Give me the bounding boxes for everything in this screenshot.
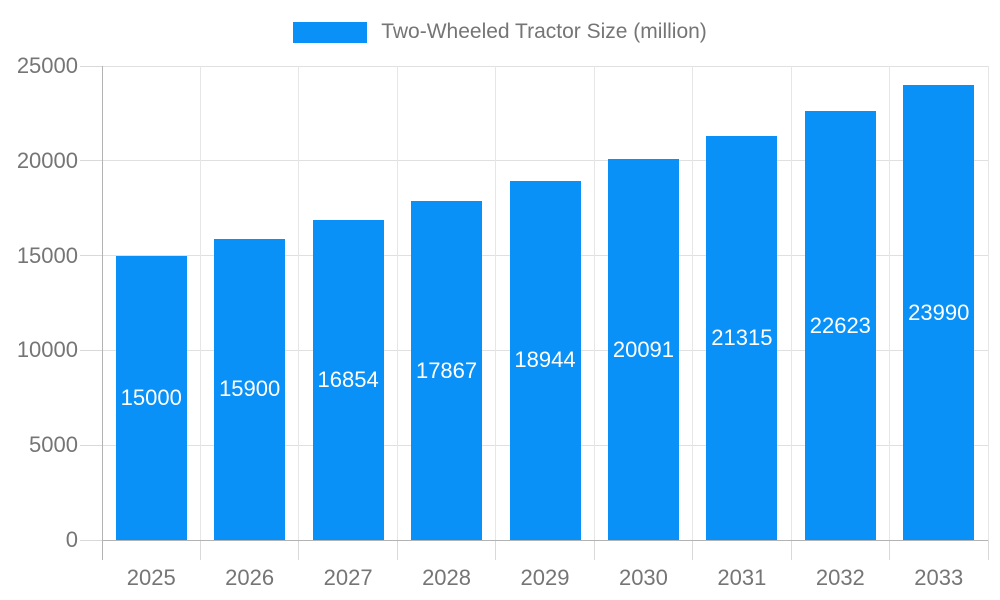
gridline-vertical (495, 66, 497, 540)
x-axis-tick-label: 2032 (815, 565, 865, 590)
x-axis-tick (692, 540, 694, 560)
bar-2027[interactable] (312, 220, 384, 540)
gridline-vertical (396, 66, 398, 540)
x-axis-tick (298, 540, 300, 560)
bar-value-label: 15000 (120, 384, 182, 410)
x-axis-tick (889, 540, 891, 560)
x-axis-tick (593, 540, 595, 560)
gridline-horizontal (102, 65, 988, 67)
x-axis-line (102, 539, 988, 541)
y-axis-tick (80, 444, 102, 446)
y-axis-tick-label: 20000 (16, 147, 78, 173)
x-axis-tick (987, 540, 989, 560)
bar-value-label: 22623 (809, 312, 871, 338)
y-axis-line (102, 66, 103, 560)
y-axis-tick (80, 160, 102, 162)
gridline-vertical (889, 66, 891, 540)
gridline-vertical (593, 66, 595, 540)
bar-2030[interactable] (607, 159, 679, 540)
bar-2031[interactable] (706, 135, 778, 540)
gridline-vertical (298, 66, 300, 540)
bar-2026[interactable] (214, 238, 286, 540)
y-axis-tick-label: 0 (65, 527, 78, 552)
y-axis-tick (80, 65, 102, 67)
y-axis-tick-label: 25000 (16, 53, 78, 78)
x-axis-tick-label: 2029 (520, 565, 570, 590)
x-axis-tick-label: 2027 (323, 565, 373, 590)
x-axis-tick-label: 2028 (422, 565, 472, 590)
x-axis-tick-label: 2025 (126, 565, 176, 590)
bar-2032[interactable] (804, 111, 876, 540)
x-axis-tick (199, 540, 201, 560)
bar-2025[interactable] (115, 255, 187, 540)
gridline-vertical (790, 66, 792, 540)
bar-value-label: 18944 (514, 347, 576, 373)
x-axis-tick (495, 540, 497, 560)
gridline-vertical (692, 66, 694, 540)
bar-2033[interactable] (903, 85, 975, 540)
y-axis-tick (80, 539, 102, 541)
y-axis-tick-label: 15000 (16, 242, 78, 268)
legend[interactable]: Two-Wheeled Tractor Size (million) (0, 20, 1000, 44)
bar-value-label: 23990 (908, 299, 970, 325)
bar-2029[interactable] (509, 180, 581, 540)
x-axis-tick (396, 540, 398, 560)
bar-2028[interactable] (411, 201, 483, 540)
x-axis-tick-label: 2033 (914, 565, 964, 590)
legend-swatch-icon (293, 21, 368, 43)
x-axis-tick-label: 2030 (618, 565, 668, 590)
x-axis-tick-label: 2031 (717, 565, 767, 590)
y-axis-tick-label: 10000 (16, 337, 78, 363)
x-axis-tick-label: 2026 (225, 565, 275, 590)
bar-value-label: 15900 (219, 376, 281, 402)
bar-value-label: 20091 (612, 336, 675, 362)
legend-label: Two-Wheeled Tractor Size (million) (381, 20, 707, 43)
gridline-vertical (987, 66, 989, 540)
gridline-vertical (199, 66, 201, 540)
y-axis-tick-label: 5000 (29, 432, 78, 458)
bar-value-label: 16854 (317, 367, 379, 393)
bar-value-label: 17867 (415, 357, 478, 383)
bar-value-label: 21315 (711, 324, 773, 350)
plot-area: 0 5000 10000 15000 20000 25000 15000 2025 15900 2… (17, 55, 989, 590)
y-axis-tick (80, 349, 102, 351)
x-axis-tick (790, 540, 792, 560)
gridline-horizontal (102, 160, 988, 162)
y-axis-tick (80, 255, 102, 257)
